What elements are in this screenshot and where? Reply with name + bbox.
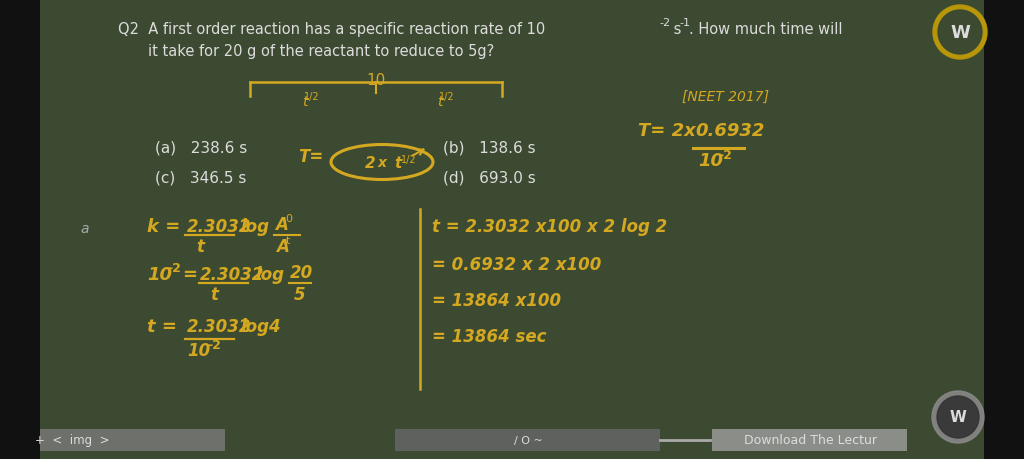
Text: Q2  A first order reaction has a specific reaction rate of 10: Q2 A first order reaction has a specific… xyxy=(118,22,545,37)
Text: T=: T= xyxy=(298,148,324,166)
Text: A: A xyxy=(276,237,289,256)
Text: -1: -1 xyxy=(679,18,690,28)
Text: . How much time will: . How much time will xyxy=(689,22,843,37)
Text: (d)   693.0 s: (d) 693.0 s xyxy=(443,170,536,185)
Text: 2.3032: 2.3032 xyxy=(187,218,252,235)
Text: k =: k = xyxy=(147,218,180,235)
Text: 5: 5 xyxy=(294,285,305,303)
Text: a: a xyxy=(80,222,88,235)
Text: W: W xyxy=(950,24,970,42)
Circle shape xyxy=(938,11,982,55)
Text: / O ~: / O ~ xyxy=(514,435,543,445)
Text: 10: 10 xyxy=(147,265,172,283)
Text: 10: 10 xyxy=(187,341,210,359)
Text: 2: 2 xyxy=(365,155,376,170)
Text: t: t xyxy=(286,235,291,246)
Text: +  <  img  >: + < img > xyxy=(35,434,110,447)
Text: t: t xyxy=(302,95,308,109)
Text: (b)   138.6 s: (b) 138.6 s xyxy=(443,140,536,155)
Bar xyxy=(395,429,660,451)
Text: 10: 10 xyxy=(698,151,723,170)
Text: s: s xyxy=(669,22,681,37)
Text: 2.3032: 2.3032 xyxy=(200,265,264,283)
Text: 1/2: 1/2 xyxy=(439,92,455,102)
Text: -2: -2 xyxy=(167,262,181,274)
Text: -2: -2 xyxy=(718,149,732,162)
Circle shape xyxy=(932,391,984,443)
Circle shape xyxy=(933,6,987,60)
Text: 20: 20 xyxy=(290,263,313,281)
Text: log: log xyxy=(240,218,269,235)
Circle shape xyxy=(937,396,979,438)
Text: 0.6932: 0.6932 xyxy=(695,122,764,140)
Text: t: t xyxy=(196,237,204,256)
Text: [NEET 2017]: [NEET 2017] xyxy=(682,90,769,104)
Text: Download The Lectur: Download The Lectur xyxy=(743,434,877,447)
Text: -2: -2 xyxy=(659,18,670,28)
Text: =: = xyxy=(182,265,197,283)
Text: t: t xyxy=(437,95,442,109)
Text: = 0.6932 x 2 x100: = 0.6932 x 2 x100 xyxy=(432,256,601,274)
Text: T= 2x: T= 2x xyxy=(638,122,695,140)
Text: t = 2.3032 x100 x 2 log 2: t = 2.3032 x100 x 2 log 2 xyxy=(432,218,668,235)
Text: = 13864 x100: = 13864 x100 xyxy=(432,291,561,309)
Text: -2: -2 xyxy=(207,338,221,351)
Text: = 13864 sec: = 13864 sec xyxy=(432,327,547,345)
Text: A: A xyxy=(275,216,288,234)
Text: (a)   238.6 s: (a) 238.6 s xyxy=(155,140,247,155)
Text: 0: 0 xyxy=(285,213,292,224)
Text: 2.3032: 2.3032 xyxy=(187,317,252,335)
Text: it take for 20 g of the reactant to reduce to 5g?: it take for 20 g of the reactant to redu… xyxy=(148,44,495,59)
Bar xyxy=(712,429,907,451)
Text: 1/2: 1/2 xyxy=(401,155,417,165)
Text: x: x xyxy=(378,156,386,170)
Text: t: t xyxy=(394,155,401,170)
Text: t =: t = xyxy=(147,317,177,335)
Text: 1/2: 1/2 xyxy=(304,92,319,102)
Text: log: log xyxy=(255,265,284,283)
Text: W: W xyxy=(949,409,967,425)
Bar xyxy=(0,0,40,459)
Bar xyxy=(984,0,1024,459)
Bar xyxy=(40,429,225,451)
Text: (c)   346.5 s: (c) 346.5 s xyxy=(155,170,247,185)
Text: log4: log4 xyxy=(240,317,281,335)
Text: t: t xyxy=(210,285,218,303)
Text: 10: 10 xyxy=(367,73,386,88)
